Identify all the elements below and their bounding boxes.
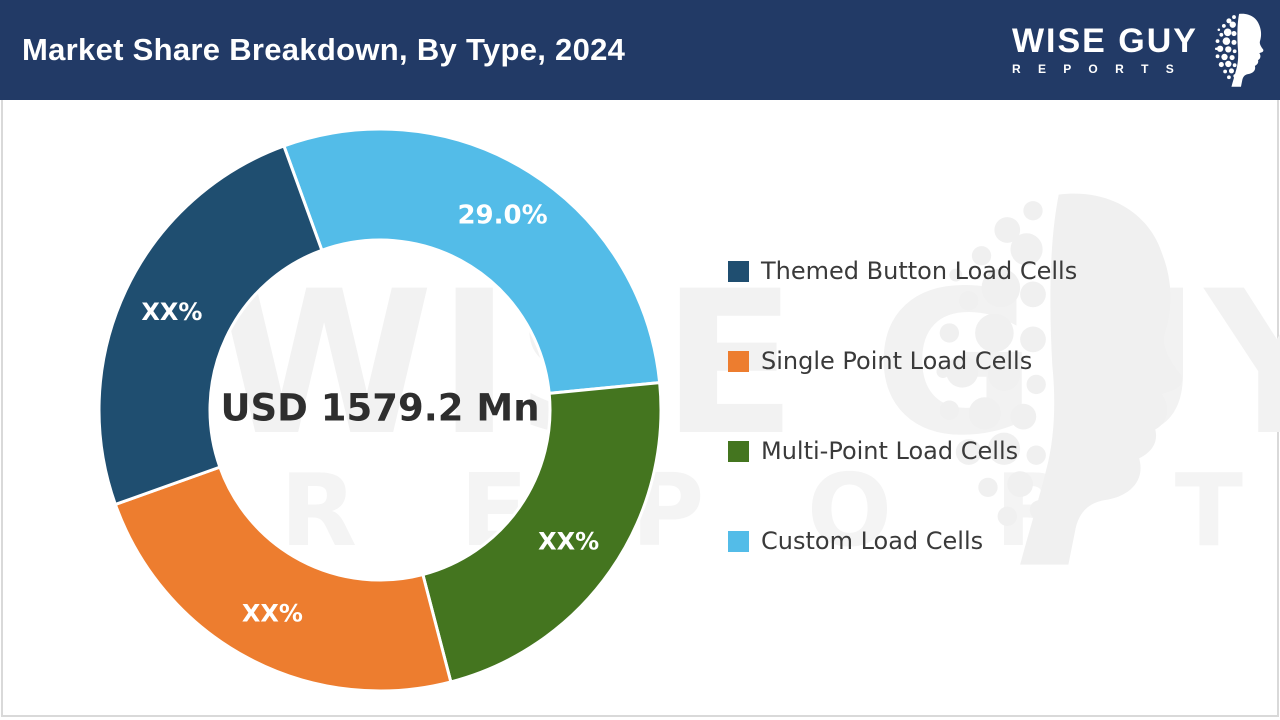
dotted-head-logo-icon	[1215, 13, 1264, 87]
donut-slice-multi-point-load-cells	[421, 381, 663, 684]
legend-item-themed-button-load-cells: Themed Button Load Cells	[728, 257, 1077, 285]
slice-label: XX%	[141, 298, 202, 326]
wise-guy-reports-logo: WISE GUY R E P O R T S	[1012, 8, 1266, 92]
legend-item-multi-point-load-cells: Multi-Point Load Cells	[728, 437, 1077, 465]
legend-item-single-point-load-cells: Single Point Load Cells	[728, 347, 1077, 375]
legend-label: Custom Load Cells	[761, 527, 984, 555]
legend-label: Single Point Load Cells	[761, 347, 1033, 375]
legend-swatch-orange	[728, 350, 749, 372]
logo-subtitle: R E P O R T S	[1011, 62, 1181, 76]
legend-swatch-green	[728, 440, 749, 462]
donut-center-value: USD 1579.2 Mn	[220, 386, 540, 430]
header-bar: Market Share Breakdown, By Type, 2024 WI…	[0, 0, 1280, 100]
slice-label: XX%	[538, 528, 599, 556]
donut-chart: 29.0% XX% XX% XX%	[97, 127, 663, 693]
donut-slice-custom-load-cells	[282, 127, 662, 395]
donut-slice-themed-button-load-cells	[97, 144, 324, 506]
slice-label: 29.0%	[457, 200, 547, 230]
logo-wordmark: WISE GUY	[1011, 22, 1198, 60]
legend-label: Themed Button Load Cells	[761, 257, 1078, 285]
legend-swatch-light-blue	[728, 530, 749, 552]
legend-swatch-dark-blue	[728, 260, 749, 282]
page-title: Market Share Breakdown, By Type, 2024	[22, 32, 626, 67]
slice-label: XX%	[242, 599, 303, 627]
chart-legend: Themed Button Load Cells Single Point Lo…	[728, 257, 1077, 617]
donut-slice-single-point-load-cells	[113, 465, 453, 693]
legend-item-custom-load-cells: Custom Load Cells	[728, 527, 1077, 555]
legend-label: Multi-Point Load Cells	[761, 437, 1019, 465]
logo-text: WISE GUY R E P O R T S	[1012, 23, 1198, 77]
